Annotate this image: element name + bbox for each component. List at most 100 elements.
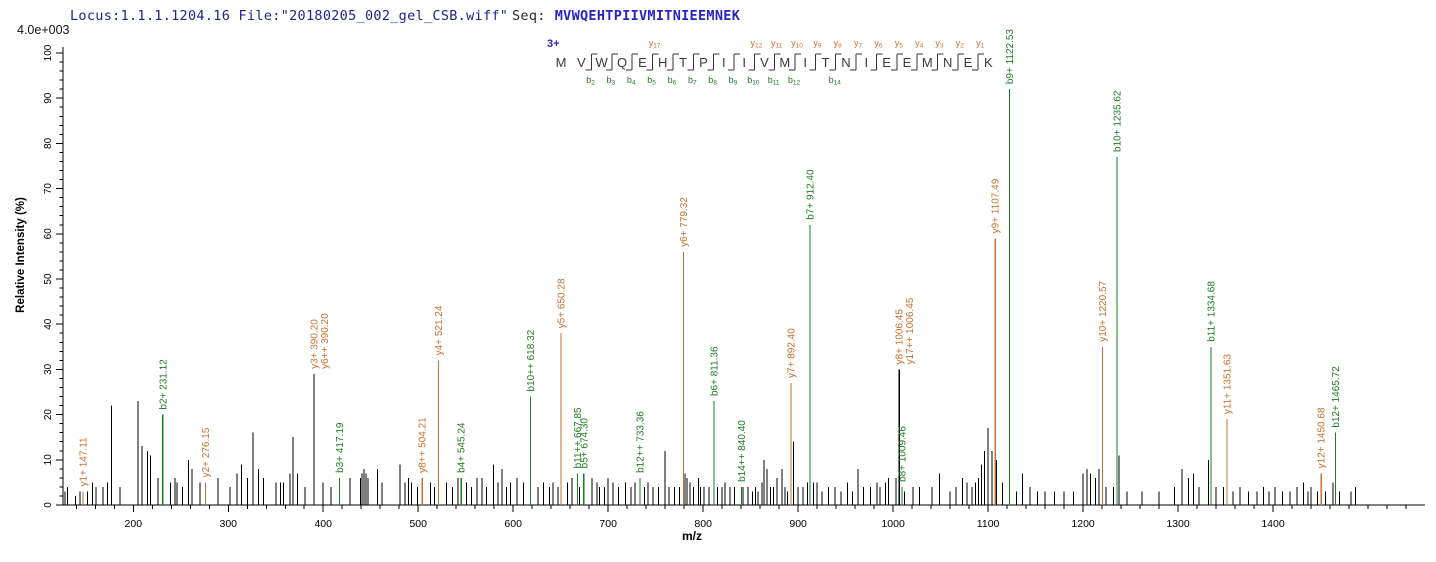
b-ion-label: b12: [788, 75, 801, 87]
residue-letter: K: [984, 55, 993, 70]
peak-label: b10++ 618.32: [526, 329, 537, 391]
peak-label: y8++ 504.21: [418, 417, 429, 473]
residue-letter: N: [841, 55, 850, 70]
sequence-label: Seq:: [512, 8, 546, 24]
peak-label: b5+ 674.30: [579, 418, 590, 469]
x-tick-label: 1000: [881, 518, 905, 530]
y-ion-label: y2: [956, 38, 965, 50]
peak-label: y7+ 892.40: [786, 328, 797, 378]
peak-label: y6++ 390.20: [320, 313, 331, 369]
header-sequence-line: Seq: MVWQEHTPIIVMITNIEEMNEK: [512, 8, 740, 24]
x-axis-title: m/z: [682, 529, 702, 543]
residue-letter: V: [760, 55, 769, 70]
x-tick-label: 200: [125, 518, 143, 530]
y-tick-label: 80: [43, 137, 54, 149]
peak-label: b8+ 1009.46: [898, 426, 909, 482]
y-tick-label: 50: [43, 273, 54, 285]
peak-label: b12++ 733.36: [635, 411, 646, 473]
b-ion-label: b4: [627, 75, 636, 87]
b-ion-label: b7: [688, 75, 697, 87]
b-ion-label: b14: [829, 75, 842, 87]
x-tick-label: 800: [694, 518, 712, 530]
peak-label: b3+ 417.19: [335, 422, 346, 473]
peak-label: b6+ 811.36: [709, 346, 720, 396]
intensity-scale-note: 4.0e+003: [17, 23, 70, 37]
residue-letter: I: [803, 55, 807, 70]
peak-label: y4+ 521.24: [434, 305, 445, 355]
y-tick-label: 30: [43, 363, 54, 375]
peak-label: b4+ 545.24: [457, 422, 468, 473]
sequence-value: MVWQEHTPIIVMITNIEEMNEK: [554, 8, 741, 24]
residue-letter: V: [577, 55, 586, 70]
y-tick-label: 90: [43, 92, 54, 104]
peak-label: b11+ 1334.68: [1206, 281, 1217, 342]
x-tick-label: 400: [314, 518, 332, 530]
peak-label: y12+ 1450.68: [1317, 407, 1328, 468]
y-ion-label: y10: [791, 38, 803, 50]
residue-letter: T: [822, 55, 830, 70]
y-tick-label: 40: [43, 318, 54, 330]
b-ion-label: b9: [729, 75, 738, 87]
peak-label: y8+ 1006.45: [895, 309, 906, 365]
y-tick-label: 20: [43, 409, 54, 421]
peak-label: y2+ 276.15: [201, 427, 212, 477]
residue-letter: E: [903, 55, 912, 70]
b-ion-label: b11: [768, 75, 780, 87]
residue-letter: M: [922, 55, 933, 70]
x-tick-label: 900: [789, 518, 807, 530]
precursor-charge: 3+: [547, 38, 560, 50]
y-tick-label: 10: [43, 454, 54, 466]
residue-letter: I: [742, 55, 746, 70]
peak-label: b7+ 912.40: [805, 169, 816, 220]
residue-letter: N: [943, 55, 952, 70]
peak-label: b11++ 667.85: [573, 407, 584, 468]
b-ion-label: b6: [668, 75, 677, 87]
x-tick-label: 500: [409, 518, 427, 530]
y-ion-label: y11: [771, 38, 783, 50]
peak-label: y9+ 1107.49: [991, 178, 1002, 233]
y-tick-label: 100: [43, 44, 54, 61]
peak-label: y5+ 650.28: [556, 278, 567, 328]
residue-letter: M: [556, 55, 567, 70]
residue-letter: T: [679, 55, 687, 70]
peak-label: b2+ 231.12: [158, 359, 169, 410]
residue-letter: I: [864, 55, 868, 70]
x-tick-label: 1400: [1261, 518, 1285, 530]
b-ion-label: b5: [647, 75, 656, 87]
residue-letter: W: [596, 55, 609, 70]
y-ion-label: y1: [976, 38, 985, 50]
header-locus-file: Locus:1.1.1.1204.16 File:"20180205_002_g…: [70, 8, 509, 24]
residue-letter: P: [699, 55, 708, 70]
peak-label: y10+ 1220.57: [1098, 280, 1109, 341]
peak-label: b14++ 840.40: [737, 420, 748, 482]
y-ion-label: y3: [935, 38, 944, 50]
peak-label: y1+ 147.11: [79, 437, 90, 486]
y-ion-label: y5: [895, 38, 904, 50]
y-tick-label: 0: [43, 502, 54, 508]
peak-label: y3+ 390.20: [309, 319, 320, 369]
x-tick-label: 1100: [977, 518, 1000, 530]
y-tick-label: 70: [43, 183, 54, 195]
y-ion-label: y4: [915, 38, 924, 50]
peak-label: b10+ 1235.62: [1112, 90, 1123, 152]
y-tick-label: 60: [43, 228, 54, 240]
residue-letter: E: [882, 55, 891, 70]
b-ion-label: b2: [586, 75, 595, 87]
peak-label: b9+ 1122.53: [1005, 29, 1016, 85]
residue-letter: Q: [617, 55, 627, 70]
residue-letter: E: [964, 55, 973, 70]
residue-letter: M: [779, 55, 790, 70]
peak-label: b12+ 1465.72: [1331, 366, 1342, 428]
residue-letter: H: [658, 55, 667, 70]
y-ion-label: y7: [854, 38, 863, 50]
b-ion-label: b10: [747, 75, 760, 87]
x-tick-label: 600: [504, 518, 522, 530]
peak-label: y17++ 1006.45: [905, 297, 916, 364]
residue-letter: I: [722, 55, 726, 70]
b-ion-label: b8: [708, 75, 717, 87]
y-ion-label: y12: [750, 38, 762, 50]
b-ion-label: b3: [607, 75, 616, 87]
x-tick-label: 300: [219, 518, 237, 530]
